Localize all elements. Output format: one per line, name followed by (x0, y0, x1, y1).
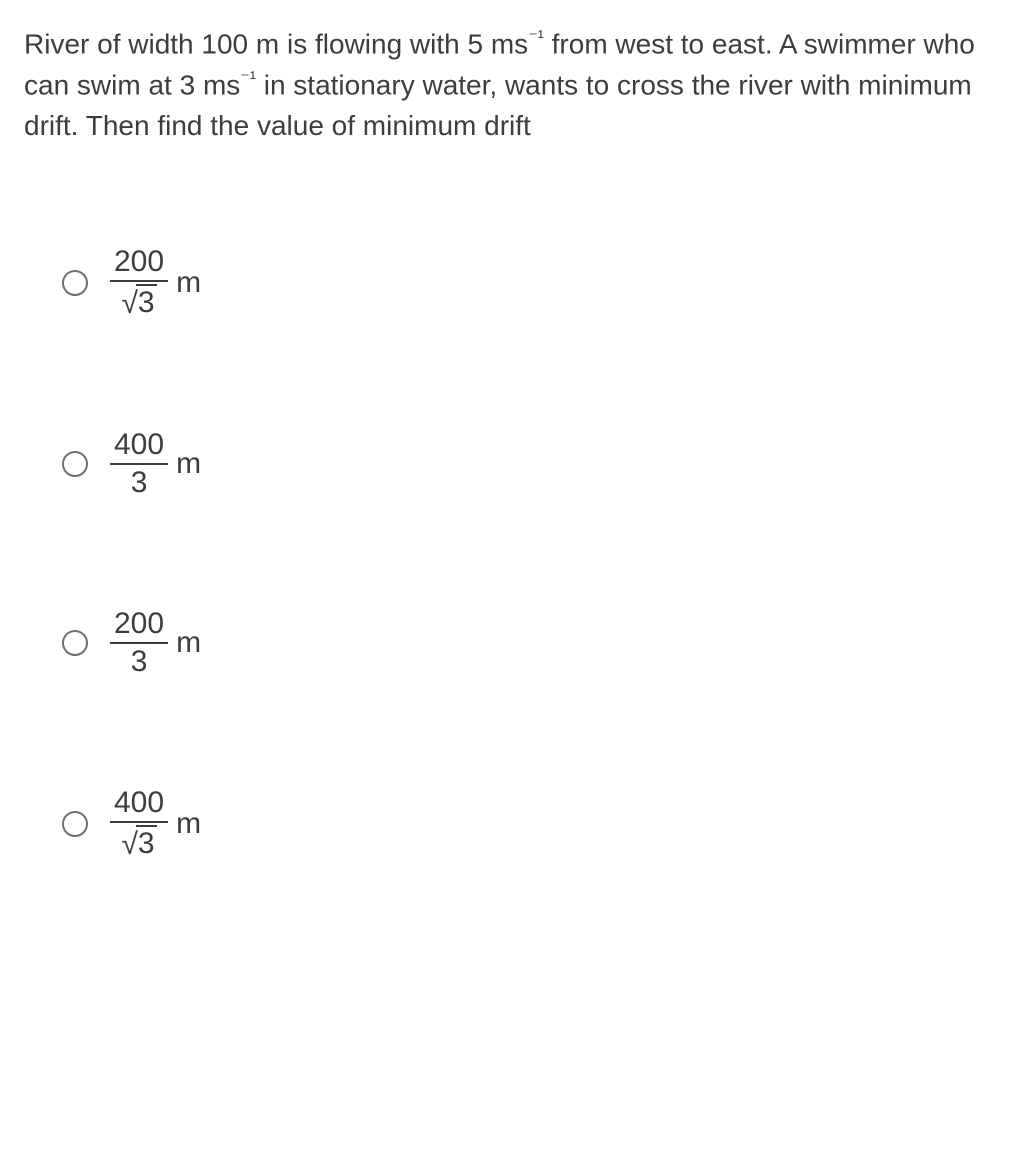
question-part-1: River of width 100 m is flowing with 5 m… (24, 28, 528, 59)
fraction: 400 3 (110, 429, 168, 498)
denominator: 3 (127, 465, 152, 499)
question-sup-2: ⁻¹ (240, 68, 256, 88)
unit: m (176, 626, 201, 660)
unit: m (176, 807, 201, 841)
option-d-value: 400 √ 3 m (110, 787, 201, 860)
numerator: 200 (110, 246, 168, 282)
numerator: 200 (110, 608, 168, 644)
fraction: 200 √ 3 (110, 246, 168, 319)
fraction: 400 √ 3 (110, 787, 168, 860)
radio-icon (62, 270, 88, 296)
numerator: 400 (110, 787, 168, 823)
denominator: √ 3 (117, 823, 160, 861)
unit: m (176, 447, 201, 481)
option-a-value: 200 √ 3 m (110, 246, 201, 319)
radio-icon (62, 451, 88, 477)
unit: m (176, 266, 201, 300)
option-c[interactable]: 200 3 m (62, 608, 1000, 677)
option-d[interactable]: 400 √ 3 m (62, 787, 1000, 860)
radio-icon (62, 811, 88, 837)
option-b-value: 400 3 m (110, 429, 201, 498)
denominator: 3 (127, 644, 152, 678)
question-sup-1: ⁻¹ (528, 27, 544, 47)
sqrt-icon: √ 3 (121, 284, 156, 319)
numerator: 400 (110, 429, 168, 465)
option-c-value: 200 3 m (110, 608, 201, 677)
denominator: √ 3 (117, 282, 160, 320)
option-a[interactable]: 200 √ 3 m (62, 246, 1000, 319)
radio-icon (62, 630, 88, 656)
radicand: 3 (136, 284, 157, 319)
sqrt-icon: √ 3 (121, 825, 156, 860)
page: River of width 100 m is flowing with 5 m… (0, 0, 1024, 860)
fraction: 200 3 (110, 608, 168, 677)
radicand: 3 (136, 825, 157, 860)
option-b[interactable]: 400 3 m (62, 429, 1000, 498)
options-list: 200 √ 3 m 400 3 m (24, 246, 1000, 860)
question-text: River of width 100 m is flowing with 5 m… (24, 24, 1000, 146)
